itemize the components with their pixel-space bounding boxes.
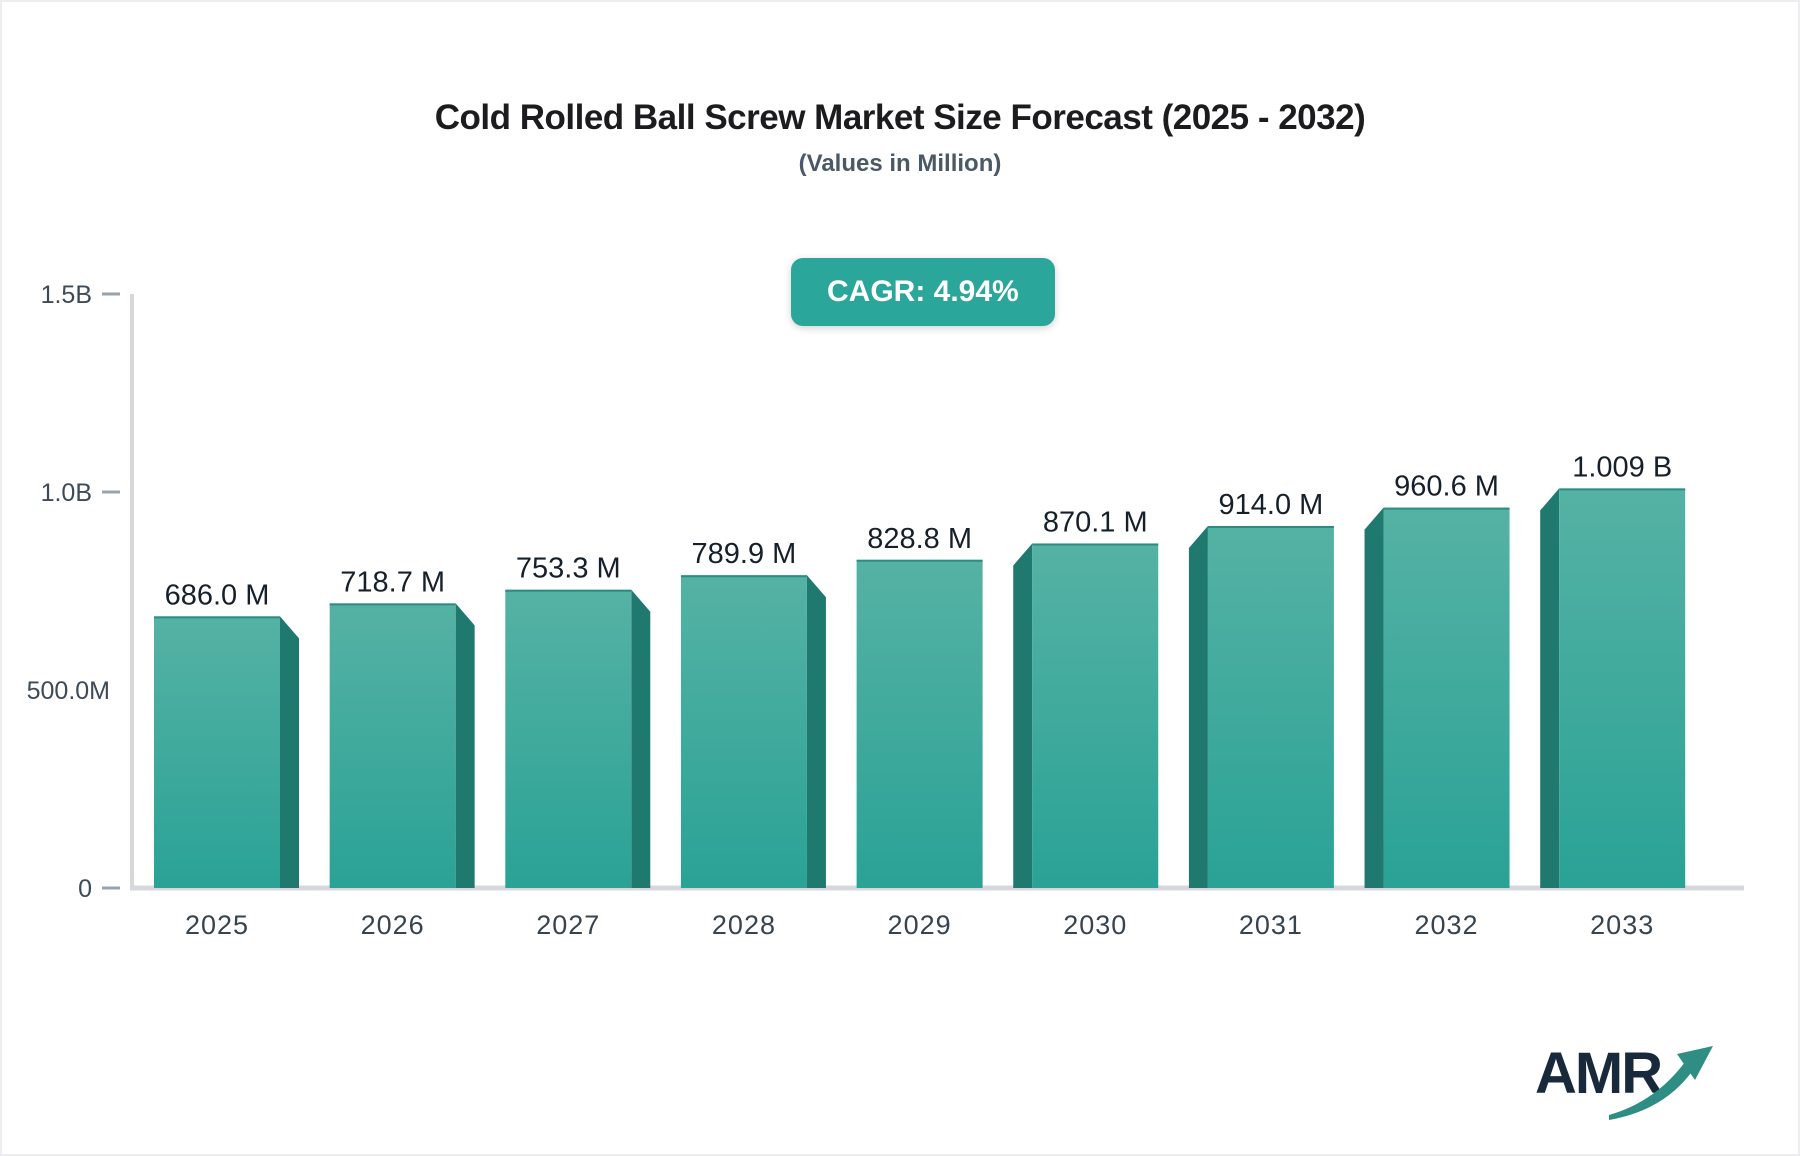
bar-value-label: 686.0 M (165, 579, 270, 611)
chart-title: Cold Rolled Ball Screw Market Size Forec… (434, 98, 1366, 137)
bar-value-label: 1.009 B (1572, 451, 1672, 483)
bar-front-face (1559, 488, 1686, 888)
bar-front-face (680, 575, 807, 888)
bar-front-face (329, 603, 456, 888)
y-tick-label: 0 (78, 875, 92, 903)
bar-2029[interactable] (856, 559, 983, 888)
bar-side-face (1013, 543, 1033, 888)
bar-2026[interactable] (329, 603, 475, 888)
x-category-label: 2029 (888, 910, 952, 940)
bars-layer (154, 488, 1686, 888)
x-category-label: 2030 (1063, 910, 1127, 940)
y-tick-label: 500.0M (27, 677, 110, 705)
x-category-label: 2028 (712, 910, 776, 940)
brand-logo: AMR (1535, 1040, 1725, 1124)
brand-logo-text: AMR (1535, 1041, 1663, 1106)
bar-side-face (1364, 507, 1384, 888)
bar-value-label: 753.3 M (516, 553, 621, 585)
bar-value-label: 914.0 M (1219, 489, 1324, 521)
bar-value-label: 718.7 M (340, 566, 445, 598)
bar-value-label: 960.6 M (1394, 471, 1499, 503)
bar-2025[interactable] (154, 616, 299, 888)
chart-subtitle: (Values in Million) (798, 150, 1002, 177)
bar-front-face (154, 616, 280, 888)
bar-value-label: 789.9 M (692, 538, 797, 570)
bar-front-face (1383, 507, 1510, 888)
bar-side-face (1188, 526, 1208, 888)
bar-2028[interactable] (680, 575, 826, 888)
bar-side-face (455, 603, 475, 888)
bar-value-label: 870.1 M (1043, 506, 1148, 538)
y-tick-label: 1.0B (41, 479, 92, 507)
x-category-label: 2027 (536, 910, 600, 940)
bar-2030[interactable] (1013, 543, 1159, 888)
cagr-badge: CAGR: 4.94% (791, 258, 1055, 326)
x-category-label: 2025 (185, 910, 249, 940)
bar-2027[interactable] (505, 589, 651, 888)
bar-side-face (631, 589, 651, 888)
y-tick-label: 1.5B (41, 281, 92, 309)
x-category-label: 2032 (1415, 910, 1479, 940)
bar-2033[interactable] (1540, 488, 1686, 888)
x-category-label: 2026 (361, 910, 425, 940)
bar-2032[interactable] (1364, 507, 1510, 888)
bar-side-face (280, 616, 299, 888)
x-category-label: 2033 (1590, 910, 1654, 940)
x-category-label: 2031 (1239, 910, 1303, 940)
growth-arrow-icon (1609, 1046, 1713, 1120)
bar-front-face (1032, 543, 1159, 888)
bar-front-face (1207, 526, 1334, 888)
bar-side-face (806, 575, 826, 888)
bar-2031[interactable] (1188, 526, 1334, 888)
bar-front-face (856, 559, 983, 888)
bar-side-face (1540, 488, 1560, 888)
bar-front-face (505, 589, 632, 888)
labels-layer: 686.0 M 2025 718.7 M 2026 753.3 M 2027 789.9 M… (165, 451, 1673, 940)
bar-value-label: 828.8 M (867, 523, 972, 555)
